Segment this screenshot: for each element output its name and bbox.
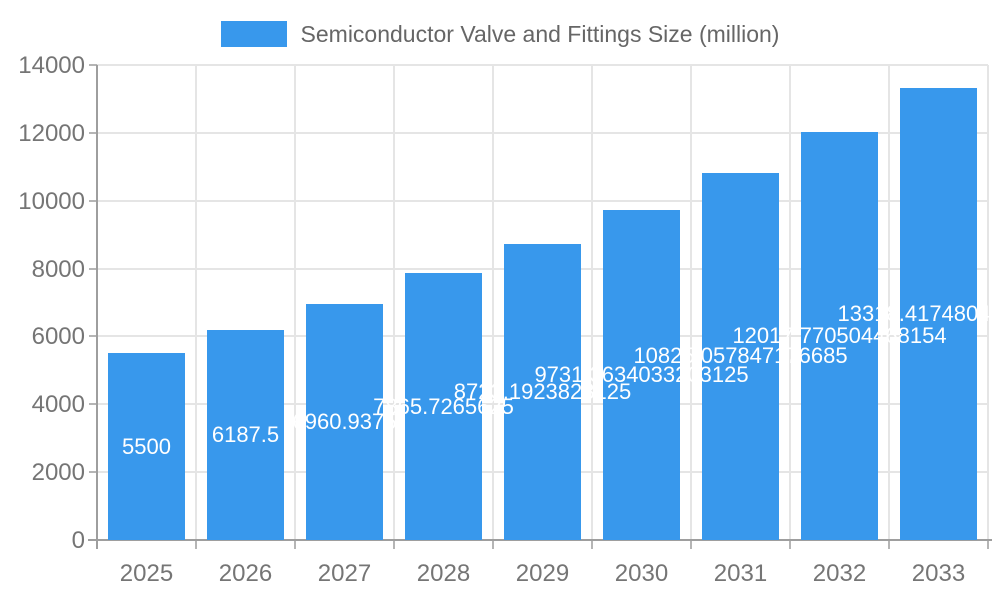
y-axis-tick-label: 10000 [18, 187, 85, 215]
x-axis-tick [492, 540, 494, 549]
bar-2025 [108, 353, 185, 540]
y-axis-tick [89, 471, 97, 474]
y-axis-tick-label: 6000 [31, 323, 85, 351]
x-axis-tick [591, 540, 593, 549]
x-gridline [294, 65, 296, 540]
x-axis-tick-label: 2027 [317, 560, 372, 587]
chart-legend[interactable]: Semiconductor Valve and Fittings Size (m… [0, 14, 1000, 54]
x-axis-line [88, 539, 992, 541]
bar-2028 [405, 273, 482, 540]
bar-value-label: 5500 [122, 433, 171, 459]
x-axis-tick-label: 2033 [911, 560, 966, 587]
y-axis-tick [89, 199, 97, 202]
x-gridline [591, 65, 593, 540]
x-axis-tick [690, 540, 692, 549]
bar-value-label: 6187.5 [211, 422, 280, 448]
y-axis-tick-label: 8000 [31, 255, 85, 283]
bar-value-label: 9731.3634033203125 [534, 361, 749, 387]
bar-2033 [900, 88, 977, 540]
y-axis-tick-label: 12000 [18, 119, 85, 147]
y-axis-line [96, 65, 98, 549]
x-gridline [393, 65, 395, 540]
y-gridline [97, 131, 988, 134]
y-axis-tick [89, 403, 97, 406]
bar-value-label: 12017.770504468154 [732, 323, 947, 349]
bar-value-label: 6960.9375 [292, 408, 397, 434]
legend-swatch-icon[interactable] [220, 21, 287, 47]
x-axis-tick [888, 540, 890, 549]
bar-2029 [504, 244, 581, 540]
x-gridline [690, 65, 692, 540]
y-axis-tick [89, 131, 97, 134]
y-axis-tick [89, 335, 97, 338]
x-gridline [888, 65, 890, 540]
x-axis-tick [393, 540, 395, 549]
x-axis-tick [789, 540, 791, 549]
y-axis-tick-label: 14000 [18, 52, 85, 79]
x-axis-tick-label: 2025 [119, 560, 174, 587]
x-axis-tick-label: 2031 [713, 560, 768, 587]
y-axis-tick-label: 0 [71, 527, 85, 554]
x-gridline [789, 65, 791, 540]
bar-2030 [603, 209, 680, 540]
x-gridline [987, 65, 989, 540]
bar-2032 [801, 132, 878, 540]
bar-value-label: 8723.1923828125 [453, 379, 632, 405]
y-axis-tick [89, 267, 97, 270]
bar-2031 [702, 172, 779, 540]
x-gridline [492, 65, 494, 540]
y-axis-tick-label: 4000 [31, 391, 85, 419]
x-axis-tick [294, 540, 296, 549]
bar-value-label: 13318.41748046875 [837, 301, 1000, 327]
y-axis-tick [89, 64, 97, 66]
x-gridline [195, 65, 197, 540]
x-axis-tick-label: 2030 [614, 560, 669, 587]
bar-2026 [207, 330, 284, 540]
bar-value-label: 7865.7265625 [373, 393, 514, 419]
x-axis-tick-label: 2032 [812, 560, 867, 587]
bar-value-label: 10825.057847176685 [633, 343, 848, 369]
y-gridline [97, 199, 988, 202]
y-gridline [97, 64, 988, 66]
y-axis-tick-label: 2000 [31, 459, 85, 487]
x-axis-tick-label: 2026 [218, 560, 273, 587]
x-axis-tick [987, 540, 989, 549]
bar-2027 [306, 303, 383, 540]
x-axis-tick [195, 540, 197, 549]
legend-label[interactable]: Semiconductor Valve and Fittings Size (m… [300, 21, 780, 47]
x-axis-tick-label: 2029 [515, 560, 570, 587]
x-axis-tick-label: 2028 [416, 560, 471, 587]
